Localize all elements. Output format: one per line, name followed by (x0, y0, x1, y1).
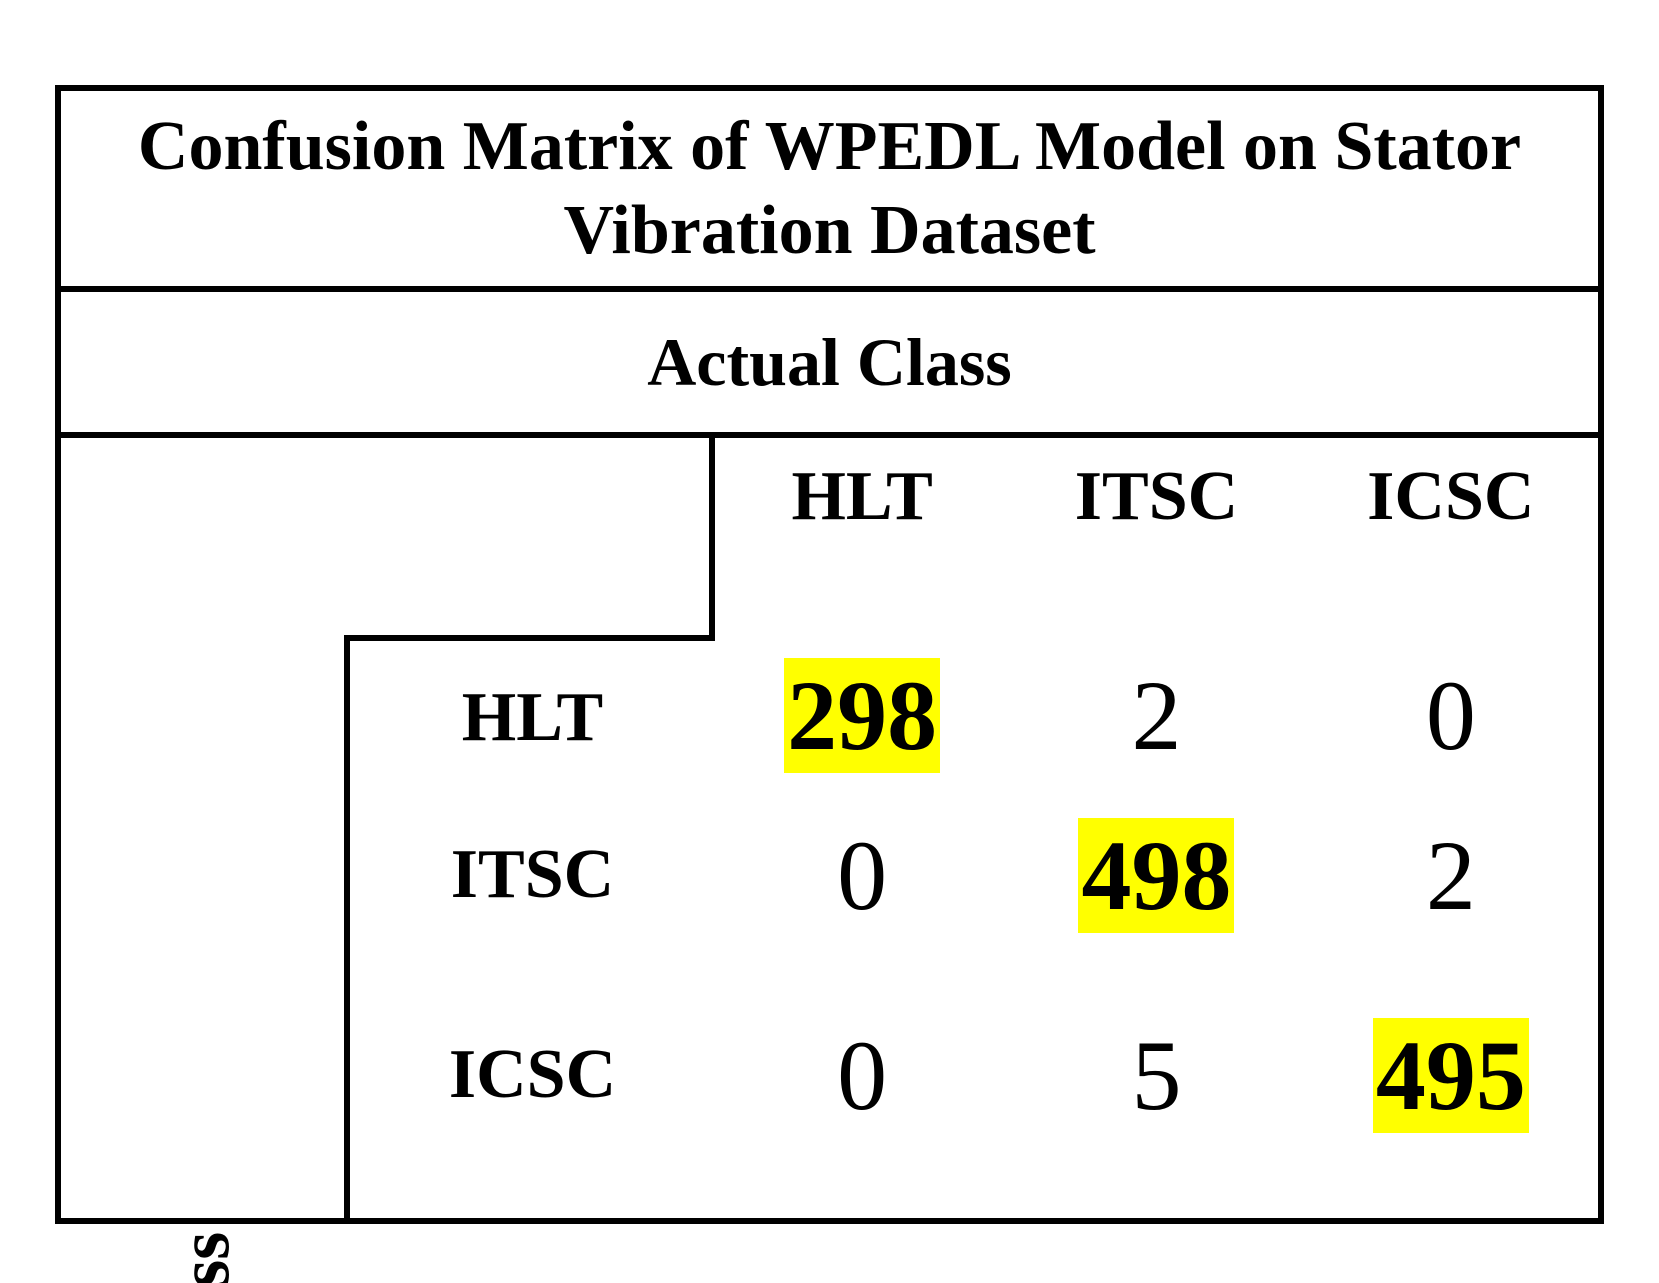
col-header-hlt: HLT (791, 458, 933, 535)
cell-pred-hlt-actual-itsc: 2 (1131, 659, 1182, 771)
cell-pred-itsc-actual-hlt: 0 (837, 819, 888, 931)
predicted-class-cell: Predicted Class (61, 635, 350, 1283)
confusion-matrix-table: Confusion Matrix of WPEDL Model on Stato… (55, 85, 1604, 1283)
highlighted-value: 498 (1078, 817, 1235, 933)
cell-pred-icsc-actual-icsc: 495 (1304, 955, 1598, 1195)
matrix-region: HLT ITSC ICSC Predicted Class HLT ITSC I… (61, 438, 1598, 1283)
row-label-hlt: HLT (461, 679, 604, 756)
row-label-itsc: ITSC (450, 836, 615, 913)
cell-pred-icsc-actual-itsc: 5 (1131, 1019, 1182, 1131)
column-headers-row: HLT ITSC ICSC (715, 438, 1598, 635)
data-row-itsc: 0 498 2 (715, 795, 1598, 955)
data-grid: 298 2 0 0 498 2 0 5 (715, 635, 1598, 1218)
data-row-icsc: 0 5 495 (715, 955, 1598, 1195)
highlighted-value: 298 (784, 657, 941, 773)
col-header-itsc: ITSC (1074, 458, 1239, 535)
row-label-icsc: ICSC (448, 1036, 617, 1113)
figure-title-line2: Vibration Dataset (563, 191, 1096, 269)
matrix-body: Predicted Class HLT ITSC ICSC 298 2 0 (61, 635, 1598, 1283)
cell-pred-itsc-actual-icsc: 2 (1425, 819, 1476, 931)
data-row-hlt: 298 2 0 (715, 635, 1598, 795)
cell-pred-hlt-actual-icsc: 0 (1425, 659, 1476, 771)
column-header-band: HLT ITSC ICSC (61, 438, 1598, 635)
figure-title-line1: Confusion Matrix of WPEDL Model on Stato… (137, 107, 1522, 185)
cell-pred-hlt-actual-hlt: 298 (715, 635, 1009, 795)
row-labels-column: HLT ITSC ICSC (350, 635, 715, 1218)
actual-class-header-row: Actual Class (61, 292, 1598, 438)
col-header-icsc: ICSC (1367, 458, 1535, 535)
cell-pred-icsc-actual-hlt: 0 (837, 1019, 888, 1131)
corner-cell (61, 438, 715, 635)
actual-class-label: Actual Class (647, 323, 1012, 400)
highlighted-value: 495 (1372, 1017, 1529, 1133)
figure-title: Confusion Matrix of WPEDL Model on Stato… (61, 91, 1598, 292)
predicted-class-label: Predicted Class (164, 1232, 247, 1283)
cell-pred-itsc-actual-itsc: 498 (1009, 795, 1303, 955)
